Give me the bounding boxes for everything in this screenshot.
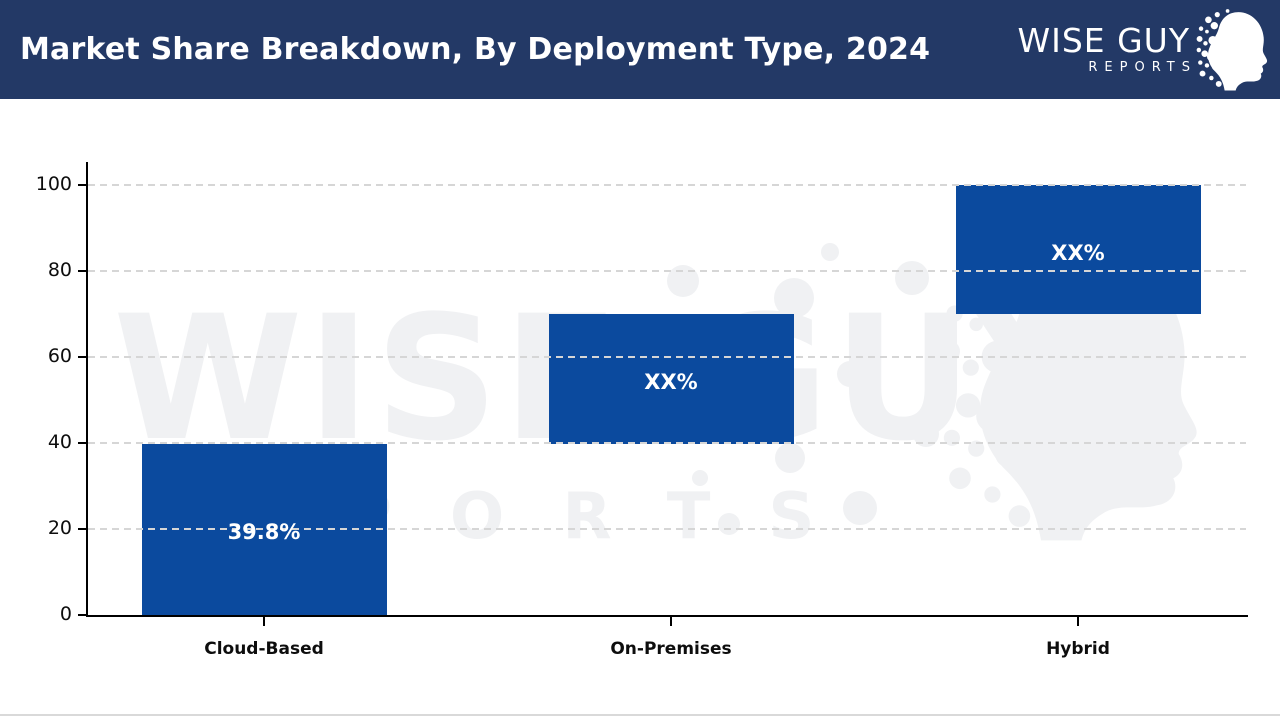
logo-wordmark: WISE GUY REPORTS [1017, 20, 1190, 75]
y-tick-60 [78, 356, 86, 358]
y-axis-line [86, 162, 88, 617]
gridline-40 [88, 442, 1246, 444]
x-category-label-on-premises: On-Premises [610, 639, 732, 659]
gridline-20 [88, 528, 1246, 530]
y-tick-label-0: 0 [59, 603, 72, 625]
logo-secondary-text: REPORTS [1088, 60, 1197, 76]
gridline-60 [88, 356, 1246, 358]
bar-hybrid [955, 185, 1201, 315]
logo-primary-text: WISE GUY [1017, 20, 1190, 60]
bottom-rule [0, 714, 1280, 716]
x-tick-hybrid [1077, 617, 1079, 626]
y-tick-label-80: 80 [47, 259, 72, 281]
y-tick-80 [78, 270, 86, 272]
y-tick-20 [78, 528, 86, 530]
y-tick-100 [78, 184, 86, 186]
bar-value-label-hybrid: XX% [1051, 240, 1105, 265]
wiseguy-face-icon [1196, 8, 1268, 91]
y-tick-label-20: 20 [47, 517, 72, 539]
chart-title: Market Share Breakdown, By Deployment Ty… [20, 32, 931, 67]
x-tick-on-premises [670, 617, 672, 626]
x-axis-line [86, 615, 1248, 617]
x-category-label-hybrid: Hybrid [1046, 639, 1110, 659]
header-bar: Market Share Breakdown, By Deployment Ty… [0, 0, 1280, 99]
bar-value-label-cloud-based: 39.8% [227, 520, 301, 545]
y-tick-0 [78, 614, 86, 616]
gridline-80 [88, 270, 1246, 272]
bar-value-label-on-premises: XX% [644, 370, 698, 395]
y-tick-40 [78, 442, 86, 444]
x-category-label-cloud-based: Cloud-Based [204, 639, 324, 659]
x-tick-cloud-based [263, 617, 265, 626]
bar-on-premises [548, 314, 794, 444]
wiseguy-logo: WISE GUY REPORTS [1017, 8, 1270, 92]
y-tick-label-40: 40 [47, 431, 72, 453]
gridline-100 [88, 184, 1246, 186]
y-tick-label-60: 60 [47, 345, 72, 367]
y-tick-label-100: 100 [35, 173, 72, 195]
